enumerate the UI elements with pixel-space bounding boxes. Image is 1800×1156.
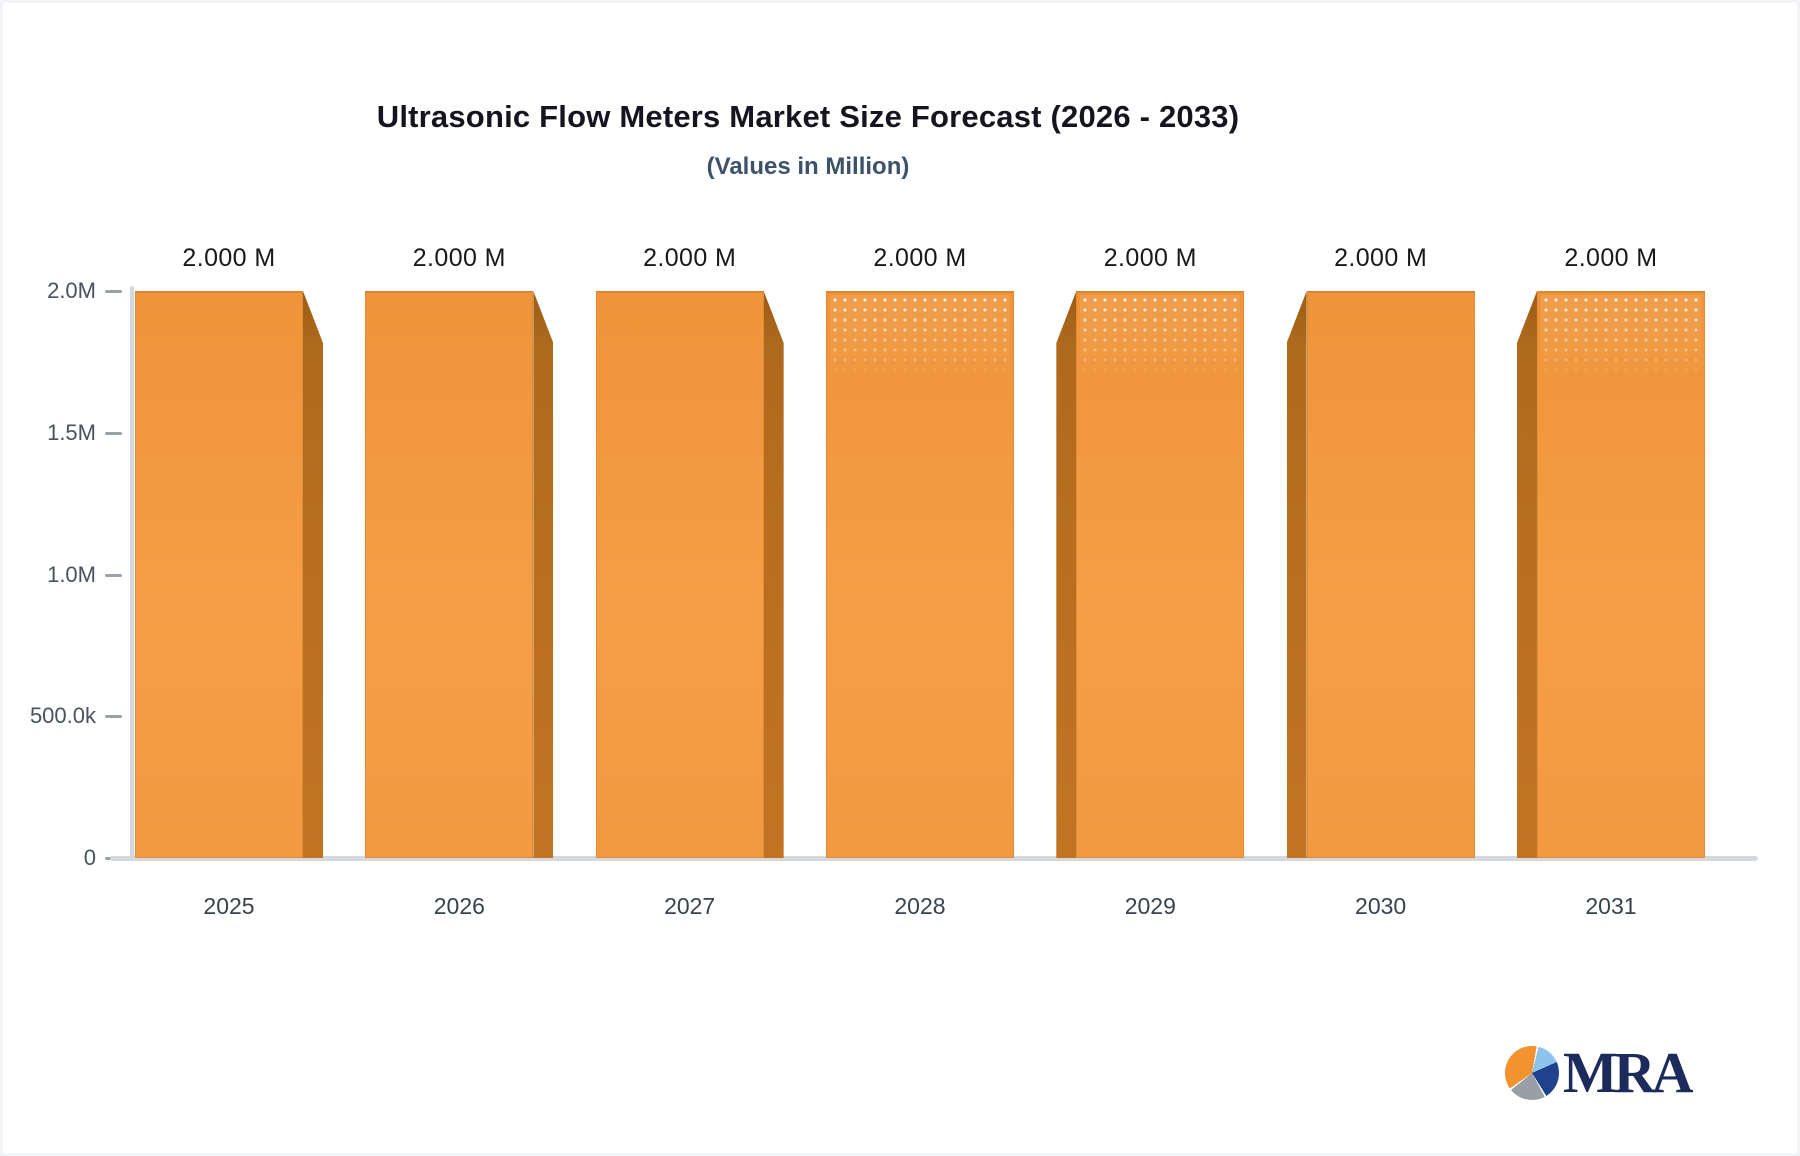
bar-value-label: 2.000 M	[182, 244, 276, 272]
bar-cell: 2.000 M 2030	[1286, 244, 1475, 919]
bar-front-face	[1306, 291, 1475, 858]
bar-dot-texture	[829, 295, 1010, 377]
bar-2028[interactable]	[825, 291, 1014, 858]
x-axis-category-label: 2028	[894, 893, 946, 919]
bar-dot-texture	[1080, 295, 1241, 377]
bar-2029[interactable]	[1056, 291, 1245, 858]
bar-dot-texture	[1540, 295, 1701, 377]
plot-area: 2.000 M 2025 2.000 M 2026 2.000 M 2027	[135, 244, 1705, 919]
bar-front-face	[825, 291, 1014, 858]
y-tick-label: 0	[83, 845, 96, 870]
bar-front-face	[365, 291, 534, 858]
y-tick-mark	[105, 431, 122, 435]
logo-text: MRA	[1563, 1040, 1694, 1105]
bar-front-face	[595, 291, 764, 858]
bar-3d-side	[763, 291, 784, 858]
y-tick-mark	[105, 290, 122, 293]
bar-3d-side	[303, 291, 323, 858]
bar-value-label: 2.000 M	[643, 244, 737, 272]
bar-value-label: 2.000 M	[1564, 244, 1658, 272]
bar-cell: 2.000 M 2028	[825, 244, 1014, 919]
bar-cell: 2.000 M 2031	[1516, 244, 1705, 919]
x-axis-category-label: 2031	[1585, 893, 1637, 919]
x-axis-category-label: 2027	[664, 893, 716, 919]
y-tick-label: 1.0M	[47, 561, 96, 587]
bar-front-face	[1076, 291, 1245, 858]
y-axis-ticks: 2.0M 1.5M 1.0M 500.0k 0	[3, 278, 130, 870]
chart-subtitle: (Values in Million)	[706, 153, 910, 180]
bar-front-face	[1536, 291, 1705, 858]
x-axis-line	[110, 856, 1758, 861]
y-tick-mark	[105, 573, 122, 577]
bar-cell: 2.000 M 2029	[1056, 244, 1245, 919]
bar-value-label: 2.000 M	[1334, 244, 1428, 272]
bar-front-face	[135, 291, 303, 858]
bar-3d-side	[1286, 291, 1307, 858]
bar-3d-side	[1516, 291, 1537, 858]
x-axis-category-label: 2030	[1355, 893, 1407, 919]
x-axis-category-label: 2029	[1124, 893, 1176, 919]
bar-2030[interactable]	[1286, 291, 1475, 858]
bar-2027[interactable]	[595, 291, 784, 858]
bar-value-label: 2.000 M	[873, 244, 967, 272]
bar-2031[interactable]	[1516, 291, 1705, 858]
y-tick-label: 500.0k	[29, 703, 96, 729]
pie-chart-logo-icon	[1505, 1046, 1559, 1100]
bar-cell: 2.000 M 2026	[365, 244, 554, 919]
y-tick-label: 2.0M	[47, 278, 96, 303]
chart-header: Ultrasonic Flow Meters Market Size Forec…	[3, 3, 1613, 181]
y-tick-label: 1.5M	[47, 419, 96, 445]
chart-title: Ultrasonic Flow Meters Market Size Forec…	[376, 99, 1240, 134]
bar-value-label: 2.000 M	[412, 244, 506, 272]
bar-2026[interactable]	[365, 291, 554, 858]
y-axis-line	[130, 286, 134, 861]
bar-value-label: 2.000 M	[1103, 244, 1197, 272]
bar-cell: 2.000 M 2025	[135, 244, 323, 919]
y-tick-mark	[105, 715, 122, 719]
mra-logo: MRA	[1505, 1040, 1694, 1105]
bar-3d-side	[1056, 291, 1077, 858]
x-axis-category-label: 2025	[203, 893, 255, 919]
bar-3d-side	[533, 291, 554, 858]
x-axis-category-label: 2026	[433, 893, 485, 919]
bar-2025[interactable]	[135, 291, 323, 858]
bar-cell: 2.000 M 2027	[595, 244, 784, 919]
